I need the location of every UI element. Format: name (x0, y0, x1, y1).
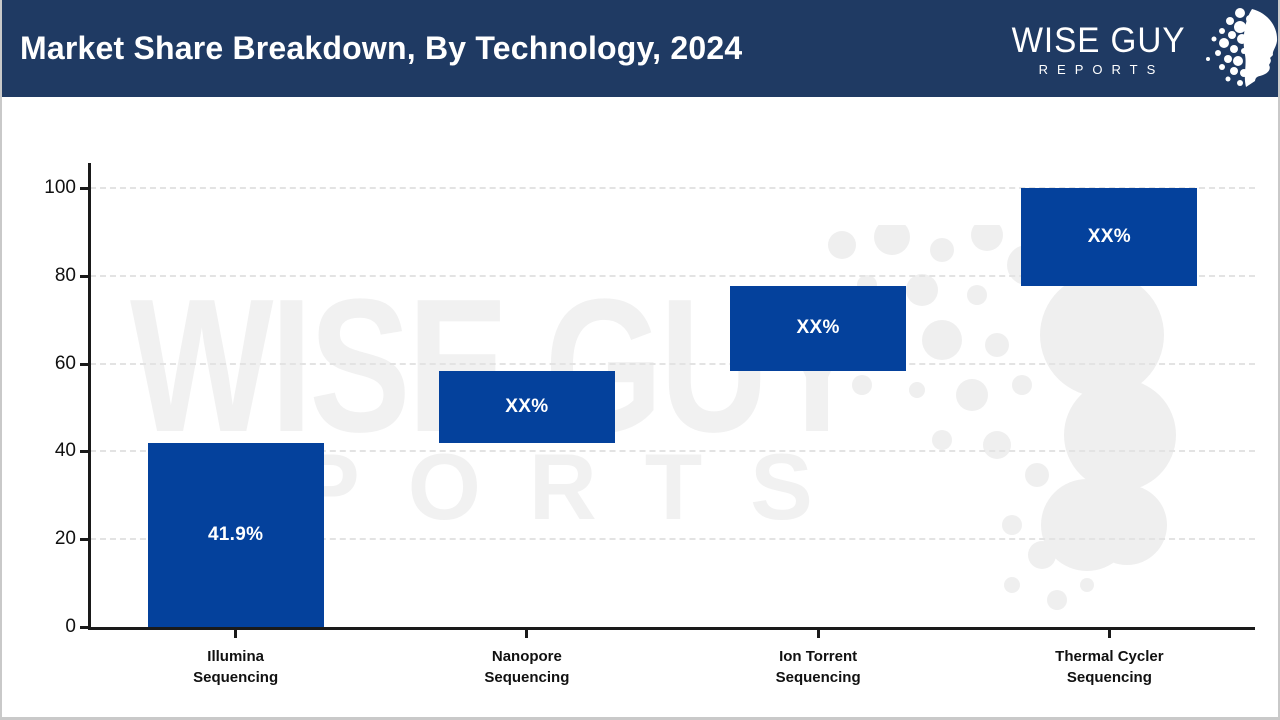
page-title: Market Share Breakdown, By Technology, 2… (20, 30, 743, 66)
x-label-ion-torrent-sequencing: Ion Torrent Sequencing (775, 648, 861, 686)
x-tick-nanopore-sequencing (525, 630, 529, 638)
watermark-face-dots (824, 225, 1176, 610)
header-banner: Market Share Breakdown, By Technology, 2… (2, 0, 1278, 97)
y-tick-80 (80, 274, 88, 278)
y-tick-label-0: 0 (65, 616, 76, 637)
x-label-illumina-sequencing: Illumina Sequencing (193, 648, 279, 686)
x-tick-thermal-cycler-sequencing (1107, 630, 1111, 638)
bar-value-label: XX% (505, 395, 549, 417)
bar-ion-torrent-sequencing: XX% (730, 285, 907, 372)
bar-value-label: 41.9% (207, 524, 264, 546)
gridline-60 (90, 362, 1255, 365)
bar-nanopore-sequencing: XX% (438, 371, 615, 443)
logo-wordmark: WISE GUY (1011, 20, 1186, 60)
y-tick-60 (80, 362, 88, 366)
y-tick-label-40: 40 (54, 440, 76, 462)
x-label-nanopore-sequencing: Nanopore Sequencing (484, 648, 570, 686)
bar-illumina-sequencing: 41.9% (147, 443, 324, 627)
x-tick-ion-torrent-sequencing (816, 630, 820, 638)
chart-area: WISE GUY PORTS 0 20 40 60 80 100 41.9% Illumina… (2, 97, 1278, 717)
y-tick-100 (80, 187, 88, 190)
y-tick-40 (80, 450, 88, 454)
logo-text: WISE GUY REPORTS (1007, 21, 1190, 77)
y-tick-label-20: 20 (54, 528, 76, 550)
bar-value-label: XX% (1087, 225, 1131, 247)
x-axis-line (88, 627, 1255, 630)
y-tick-label-100: 100 (44, 177, 76, 198)
bar-thermal-cycler-sequencing: XX% (1021, 188, 1198, 286)
gridline-40 (90, 450, 1255, 453)
y-tick-0 (80, 626, 88, 629)
x-label-thermal-cycler-sequencing: Thermal Cycler Sequencing (1055, 648, 1164, 686)
logo-subtitle: REPORTS (1038, 61, 1165, 77)
gridline-80 (90, 274, 1255, 277)
gridline-100 (90, 187, 1255, 189)
x-tick-illumina-sequencing (234, 630, 238, 638)
y-axis-line (88, 163, 91, 630)
wise-guy-reports-logo: WISE GUY REPORTS (1007, 3, 1278, 95)
logo-face-icon (1206, 7, 1278, 87)
y-tick-label-80: 80 (54, 264, 76, 286)
y-tick-label-60: 60 (54, 352, 76, 374)
gridline-20 (90, 538, 1255, 541)
bar-value-label: XX% (796, 317, 840, 339)
y-tick-20 (80, 538, 88, 542)
